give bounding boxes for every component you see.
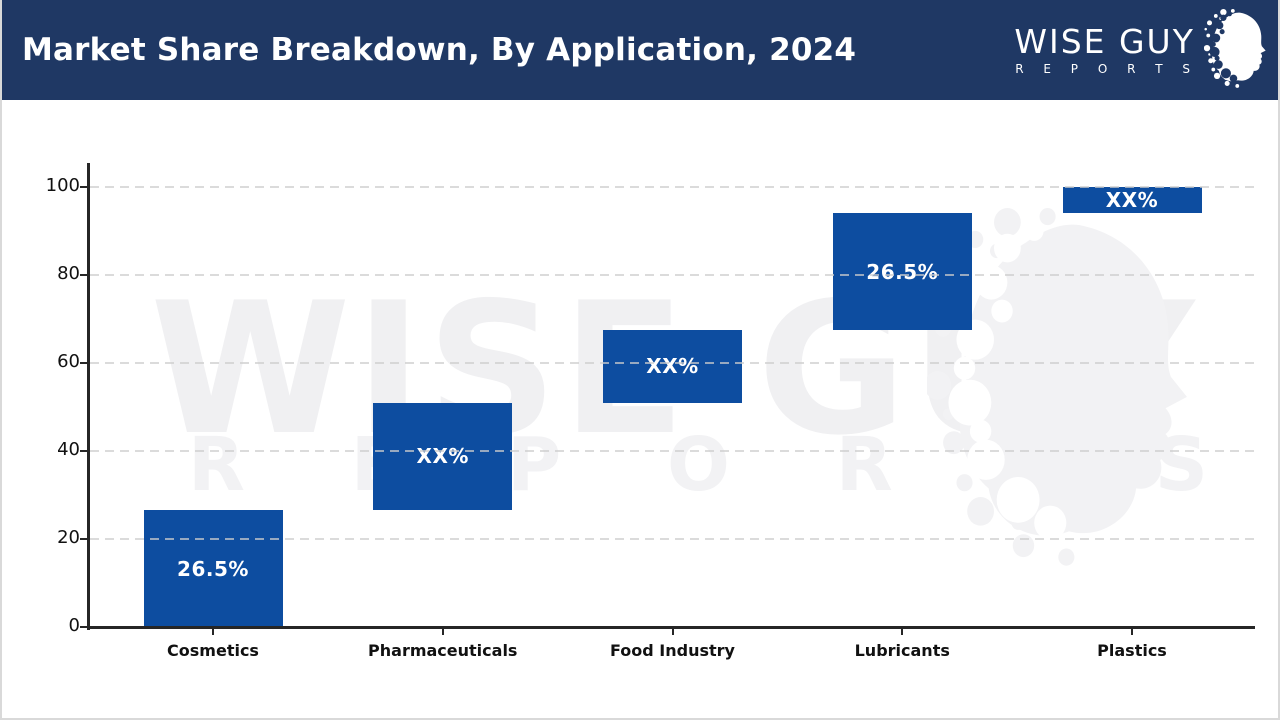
x-category-label-food-industry: Food Industry — [610, 641, 735, 660]
x-tick-mark-plastics — [1131, 627, 1133, 635]
header: Market Share Breakdown, By Application, … — [2, 0, 1278, 100]
y-tick-mark-40 — [80, 450, 88, 452]
x-tick-mark-pharmaceuticals — [441, 627, 444, 635]
bar-label-lubricants: 26.5% — [866, 259, 939, 284]
x-category-label-pharmaceuticals: Pharmaceuticals — [368, 641, 518, 660]
bar-cosmetics: 26.5% — [143, 510, 283, 627]
x-category-label-plastics: Plastics — [1097, 641, 1167, 660]
y-tick-label-60: 60 — [57, 351, 80, 372]
bar-label-plastics: XX% — [1105, 188, 1159, 213]
y-tick-mark-80 — [80, 274, 88, 276]
y-tick-label-80: 80 — [57, 263, 80, 284]
bar-label-pharmaceuticals: XX% — [416, 444, 469, 469]
page-title: Market Share Breakdown, By Application, … — [22, 32, 857, 68]
wise-guy-logo: WISE GUY R E P O R T S — [1011, 9, 1268, 91]
y-tick-label-100: 100 — [45, 175, 80, 196]
y-tick-label-40: 40 — [57, 439, 80, 460]
x-tick-mark-cosmetics — [212, 627, 214, 635]
logo-tagline: R E P O R T S — [1015, 61, 1198, 76]
y-tick-label-0: 0 — [68, 615, 80, 636]
x-category-label-lubricants: Lubricants — [854, 641, 950, 660]
bar-plastics: XX% — [1062, 187, 1202, 214]
gridline-100 — [90, 186, 1255, 188]
x-tick-mark-food-industry — [671, 627, 674, 635]
x-category-label-cosmetics: Cosmetics — [167, 641, 259, 660]
x-axis-line — [87, 626, 1255, 629]
y-tick-mark-60 — [80, 362, 88, 364]
gridline-60 — [90, 362, 1255, 364]
y-axis-line — [87, 163, 90, 630]
y-tick-mark-0 — [80, 626, 88, 628]
bar-food-industry: XX% — [603, 330, 742, 403]
bar-lubricants: 26.5% — [832, 213, 972, 330]
watermark-face-icon — [927, 208, 1187, 566]
bar-label-food-industry: XX% — [646, 354, 699, 379]
gridline-20 — [90, 538, 1255, 540]
x-tick-mark-lubricants — [901, 627, 904, 635]
logo-face-icon — [1204, 9, 1266, 88]
gridline-80 — [90, 274, 1255, 276]
gridline-40 — [90, 450, 1255, 452]
y-tick-label-20: 20 — [57, 527, 80, 548]
y-tick-mark-100 — [80, 186, 88, 188]
y-tick-mark-20 — [80, 538, 88, 540]
bar-pharmaceuticals: XX% — [373, 402, 513, 511]
bar-label-cosmetics: 26.5% — [177, 556, 249, 581]
logo-name: WISE GUY — [1014, 21, 1195, 61]
